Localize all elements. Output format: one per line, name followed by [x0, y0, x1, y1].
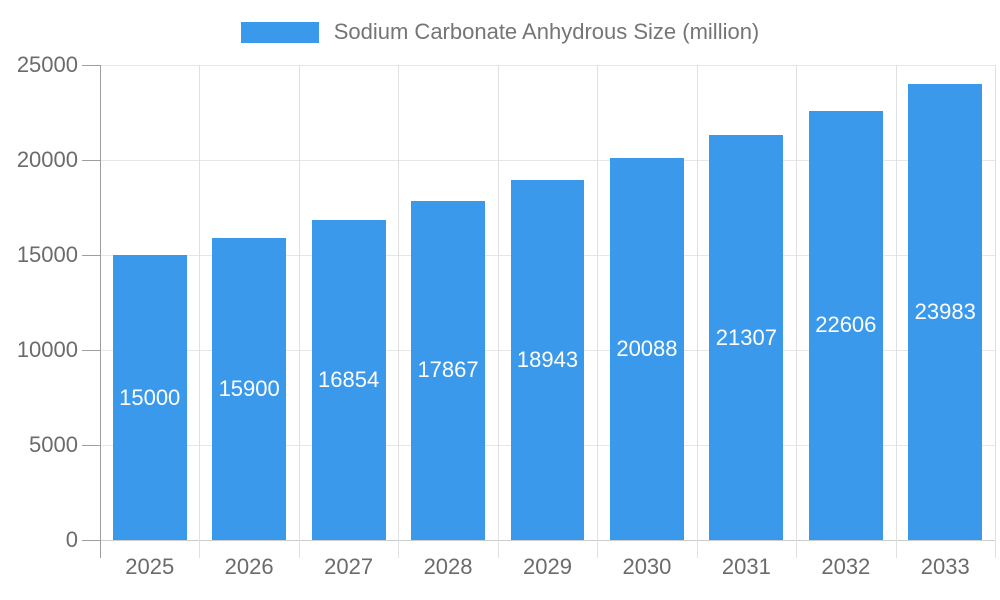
bar-value-label: 23983	[914, 299, 976, 325]
bar-value-label: 21307	[715, 324, 777, 350]
y-axis-tick-label: 15000	[16, 242, 78, 267]
gridline-v	[497, 65, 499, 558]
gridline-h	[100, 160, 995, 161]
x-axis-labels: 2025 2026 2027 2028 2029 2030 2031 2032 2033	[100, 553, 995, 583]
gridline-v	[398, 65, 400, 558]
y-axis-labels: 0 5000 10000 15000 20000 25000	[0, 53, 78, 552]
gridline-v	[696, 65, 698, 558]
bar-2027[interactable]: 16854	[311, 219, 386, 540]
x-axis-tick-label: 2032	[821, 554, 871, 579]
bar-value-label: 15000	[119, 384, 181, 410]
bar-2033[interactable]: 23983	[908, 84, 983, 540]
bar-2028[interactable]: 17867	[411, 200, 486, 540]
y-axis-tick	[82, 540, 100, 541]
gridline-v	[995, 65, 996, 558]
bar-value-label: 18943	[516, 347, 579, 373]
bar-value-label: 16854	[318, 366, 380, 392]
bar-value-label: 20088	[616, 336, 678, 362]
gridline-v	[298, 65, 300, 558]
x-axis-tick-label: 2029	[523, 554, 572, 579]
legend[interactable]: Sodium Carbonate Anhydrous Size (million…	[0, 19, 1000, 44]
legend-swatch-icon	[240, 21, 319, 43]
gridline-v	[796, 65, 798, 558]
y-axis-tick	[82, 65, 100, 66]
bar-value-label: 15900	[218, 375, 280, 401]
gridline-v	[199, 65, 201, 558]
y-axis-tick	[82, 160, 100, 161]
y-axis-tick-label: 10000	[16, 337, 78, 362]
y-axis-tick-label: 5000	[29, 432, 78, 457]
y-axis-tick	[82, 350, 100, 351]
bar-value-label: 17867	[417, 357, 479, 383]
bar-2026[interactable]: 15900	[212, 237, 287, 540]
x-axis-tick-label: 2028	[423, 554, 473, 579]
y-axis-tick	[82, 255, 100, 256]
gridline-v	[895, 65, 897, 558]
plot-area: 15000 15900 16854 17867 18943 20088 21307 22606…	[82, 65, 996, 558]
x-axis-tick-label: 2033	[920, 554, 970, 579]
gridline-h	[100, 540, 995, 541]
x-axis-tick-label: 2030	[622, 554, 672, 579]
bar-2029[interactable]: 18943	[510, 180, 585, 540]
x-axis-tick-label: 2027	[324, 554, 374, 579]
bar-2032[interactable]: 22606	[808, 110, 883, 540]
y-axis-tick	[82, 445, 100, 446]
bar-value-label: 22606	[815, 312, 877, 338]
bar-2031[interactable]: 21307	[709, 135, 784, 540]
x-axis-tick-label: 2025	[125, 554, 175, 579]
legend-label: Sodium Carbonate Anhydrous Size (million…	[333, 19, 760, 44]
y-axis-line	[100, 65, 101, 558]
x-axis-tick-label: 2026	[224, 554, 274, 579]
x-axis-tick-label: 2031	[721, 554, 771, 579]
gridline-v	[597, 65, 599, 558]
bar-2030[interactable]: 20088	[609, 158, 684, 540]
y-axis-tick-label: 20000	[16, 147, 78, 172]
y-axis-tick-label: 0	[65, 527, 78, 552]
bar-2025[interactable]: 15000	[112, 255, 187, 540]
y-axis-tick-label: 25000	[16, 52, 78, 77]
gridline-h	[100, 65, 995, 66]
